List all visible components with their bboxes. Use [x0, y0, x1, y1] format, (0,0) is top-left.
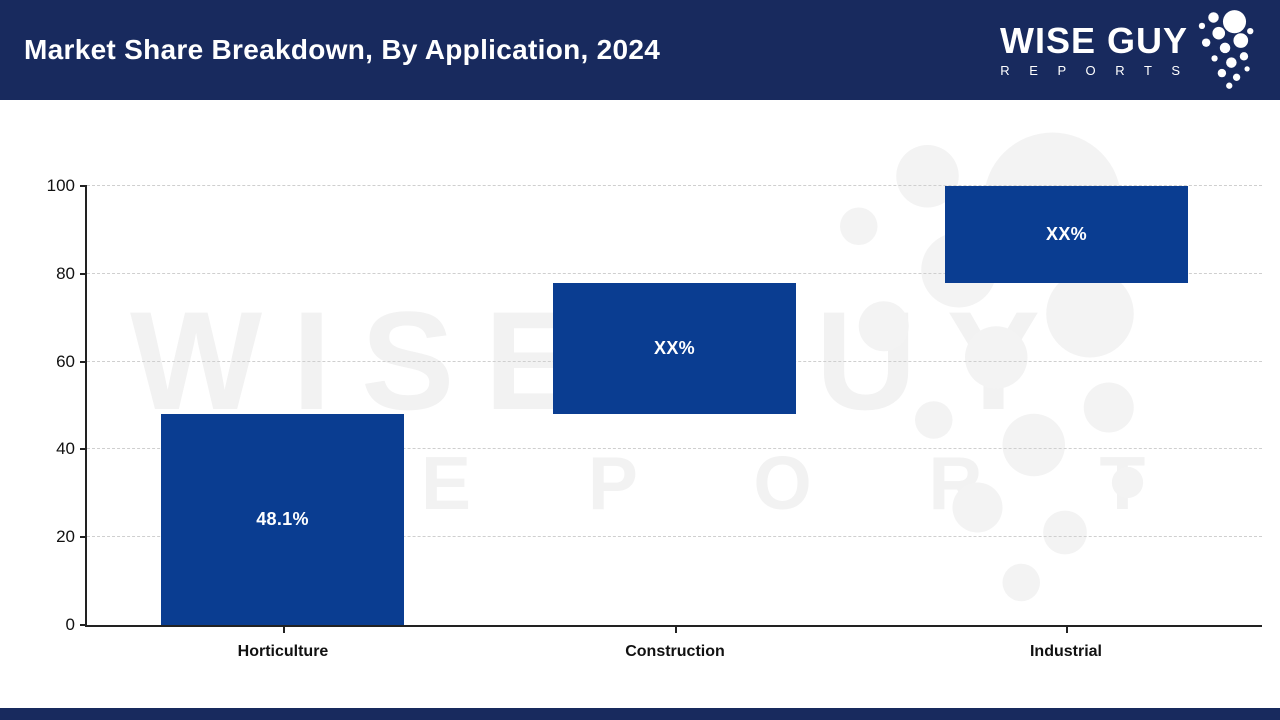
gridline-40 — [87, 448, 1262, 450]
y-tick-label-100: 100 — [46, 176, 75, 195]
y-tick-mark-20 — [80, 536, 87, 539]
bar-label-horticulture: 48.1% — [256, 508, 309, 529]
x-tick-mark-construction — [675, 625, 677, 633]
wiseguy-logo: WISE GUY R E P O R T S — [1000, 8, 1256, 92]
bar-construction: XX% — [553, 282, 796, 414]
header: Market Share Breakdown, By Application, … — [0, 0, 1280, 100]
y-tick-mark-80 — [80, 272, 87, 275]
y-tick-label-0: 0 — [65, 615, 75, 634]
y-tick-mark-60 — [80, 360, 87, 363]
footer-bar — [0, 708, 1280, 720]
plot-area: 0 20 40 60 80 100 48.1% Horticulture XX% Construc… — [47, 176, 1262, 660]
x-category-label-horticulture: Horticulture — [237, 643, 329, 660]
bar-horticulture: 48.1% — [161, 413, 404, 625]
gridline-20 — [87, 536, 1262, 538]
y-tick-mark-100 — [80, 185, 87, 187]
y-tick-mark-0 — [80, 624, 87, 626]
x-tick-mark-industrial — [1066, 625, 1068, 633]
bar-label-construction: XX% — [654, 337, 695, 358]
x-category-label-industrial: Industrial — [1029, 643, 1102, 660]
chart-area: WISE GUY R E P O R T S — [0, 100, 1280, 708]
head-dots-icon — [1192, 8, 1256, 92]
x-category-label-construction: Construction — [625, 643, 725, 660]
bar-label-industrial: XX% — [1046, 223, 1087, 244]
page-title: Market Share Breakdown, By Application, … — [24, 34, 661, 65]
x-tick-mark-horticulture — [283, 625, 285, 633]
y-tick-label-40: 40 — [56, 439, 75, 459]
logo-wordmark: WISE GUY — [999, 20, 1188, 62]
y-tick-label-80: 80 — [56, 263, 75, 283]
gridline-80 — [87, 272, 1262, 274]
bar-industrial: XX% — [945, 186, 1188, 283]
gridline-100 — [87, 185, 1262, 186]
y-tick-label-60: 60 — [56, 351, 75, 371]
y-tick-mark-40 — [80, 448, 87, 451]
y-tick-label-20: 20 — [56, 527, 75, 547]
logo-subtext: R E P O R T S — [1000, 63, 1188, 79]
logo-text: WISE GUY R E P O R T S — [1000, 22, 1188, 77]
